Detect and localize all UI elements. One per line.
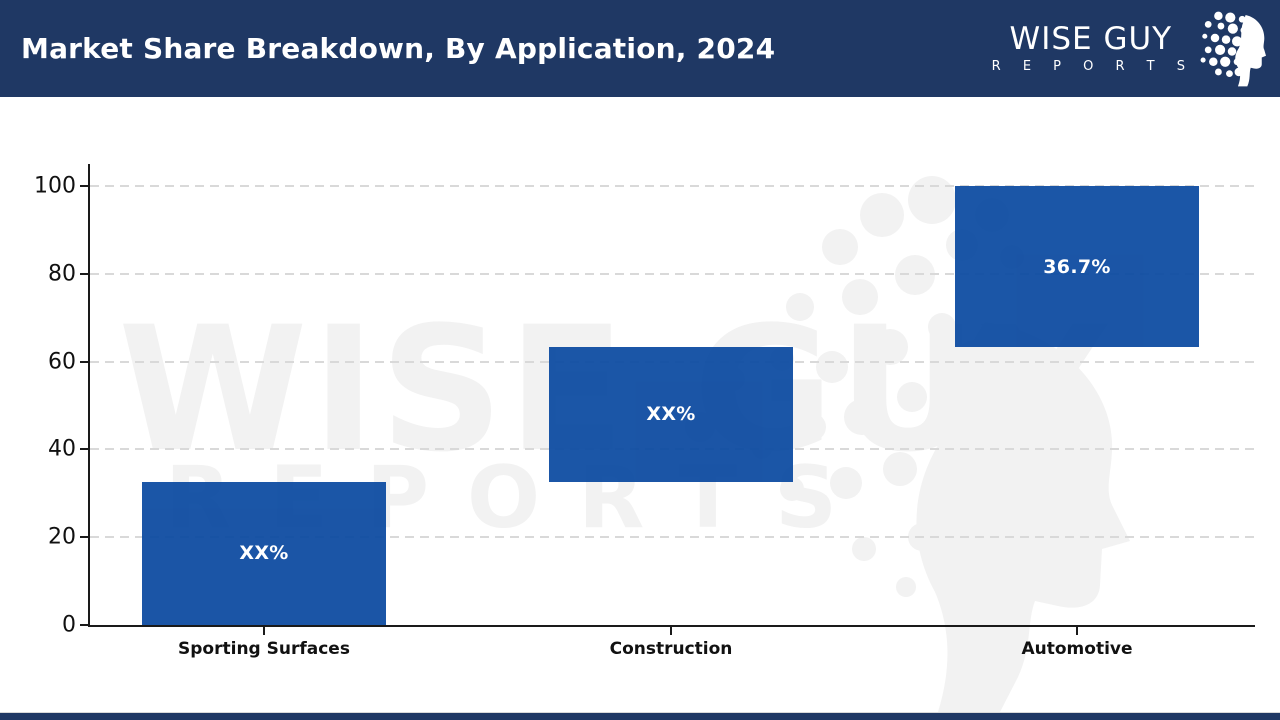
y-axis-spine xyxy=(88,164,90,627)
y-tick-mark-100 xyxy=(80,185,88,187)
y-tick-mark-60 xyxy=(80,360,88,363)
brand-logo-name: WISE GUY xyxy=(1009,21,1173,57)
y-tick-label-20: 20 xyxy=(48,524,76,550)
bar-segment-automotive: 36.7% xyxy=(955,186,1199,348)
bar-segment-construction: XX% xyxy=(549,347,793,482)
x-category-label-automotive: Automotive xyxy=(1021,639,1133,659)
page-title: Market Share Breakdown, By Application, … xyxy=(21,32,776,65)
header-banner: Market Share Breakdown, By Application, … xyxy=(0,0,1280,97)
head-dots-icon xyxy=(1200,11,1266,86)
y-tick-mark-20 xyxy=(80,536,88,539)
x-tick-mark-1 xyxy=(263,627,265,635)
x-category-label-construction: Construction xyxy=(609,639,733,659)
gridline-20 xyxy=(90,536,1255,539)
y-tick-label-60: 60 xyxy=(48,349,76,375)
y-tick-label-100: 100 xyxy=(34,173,76,199)
gridline-100 xyxy=(90,185,1255,187)
footer-bar xyxy=(0,712,1280,720)
y-tick-mark-80 xyxy=(80,272,88,275)
x-tick-mark-2 xyxy=(670,627,672,635)
y-tick-mark-0 xyxy=(80,624,88,626)
x-axis-spine xyxy=(88,625,1255,627)
brand-logo: WISE GUY R E P O R T S xyxy=(988,9,1266,89)
y-tick-mark-40 xyxy=(80,448,88,451)
y-tick-label-40: 40 xyxy=(48,436,76,462)
bar-segment-sporting-surfaces: XX% xyxy=(142,481,386,625)
x-tick-mark-3 xyxy=(1076,627,1078,635)
bar-value-label: XX% xyxy=(646,403,696,426)
y-tick-label-0: 0 xyxy=(62,612,76,638)
chart-canvas: WISE GUY REPORTS XX% XX% 36.7% 0 20 40 60 80 10… xyxy=(0,97,1280,712)
brand-logo-text: WISE GUY R E P O R T S xyxy=(988,21,1194,74)
brand-logo-subtitle: R E P O R T S xyxy=(991,59,1194,74)
x-category-label-sporting-surfaces: Sporting Surfaces xyxy=(178,639,350,659)
bar-value-label: 36.7% xyxy=(1043,255,1111,278)
bar-value-label: XX% xyxy=(239,542,289,565)
gridline-80 xyxy=(90,272,1255,275)
y-tick-label-80: 80 xyxy=(48,261,76,287)
